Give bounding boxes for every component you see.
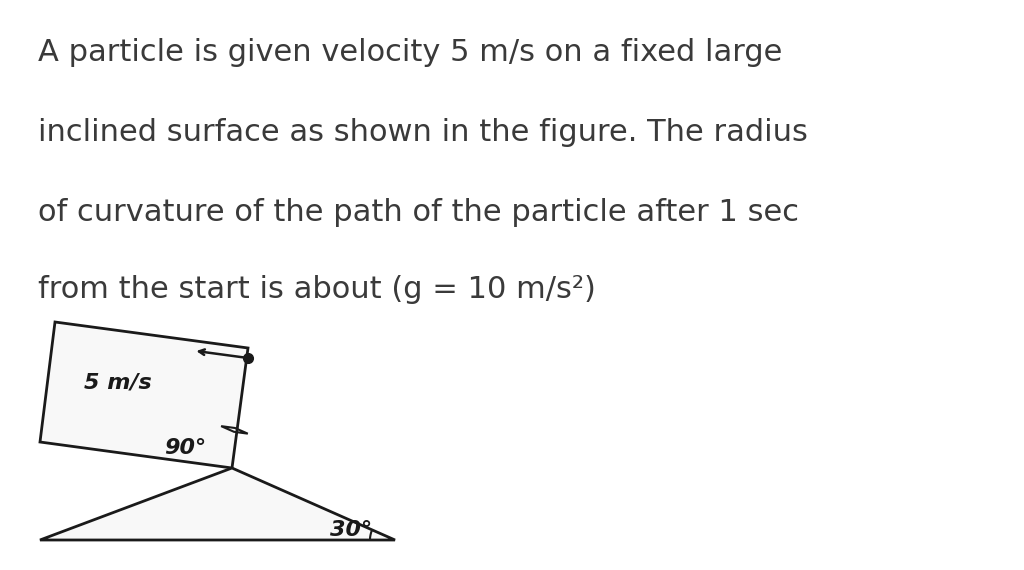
- Text: inclined surface as shown in the figure. The radius: inclined surface as shown in the figure.…: [38, 118, 808, 147]
- Text: of curvature of the path of the particle after 1 sec: of curvature of the path of the particle…: [38, 198, 799, 227]
- Text: 30°: 30°: [330, 520, 372, 540]
- Text: 5 m/s: 5 m/s: [84, 372, 152, 392]
- Polygon shape: [40, 322, 248, 468]
- Text: A particle is given velocity 5 m/s on a fixed large: A particle is given velocity 5 m/s on a …: [38, 38, 782, 67]
- Text: from the start is about (g = 10 m/s²): from the start is about (g = 10 m/s²): [38, 275, 596, 304]
- Polygon shape: [40, 468, 395, 540]
- Text: 90°: 90°: [164, 438, 206, 458]
